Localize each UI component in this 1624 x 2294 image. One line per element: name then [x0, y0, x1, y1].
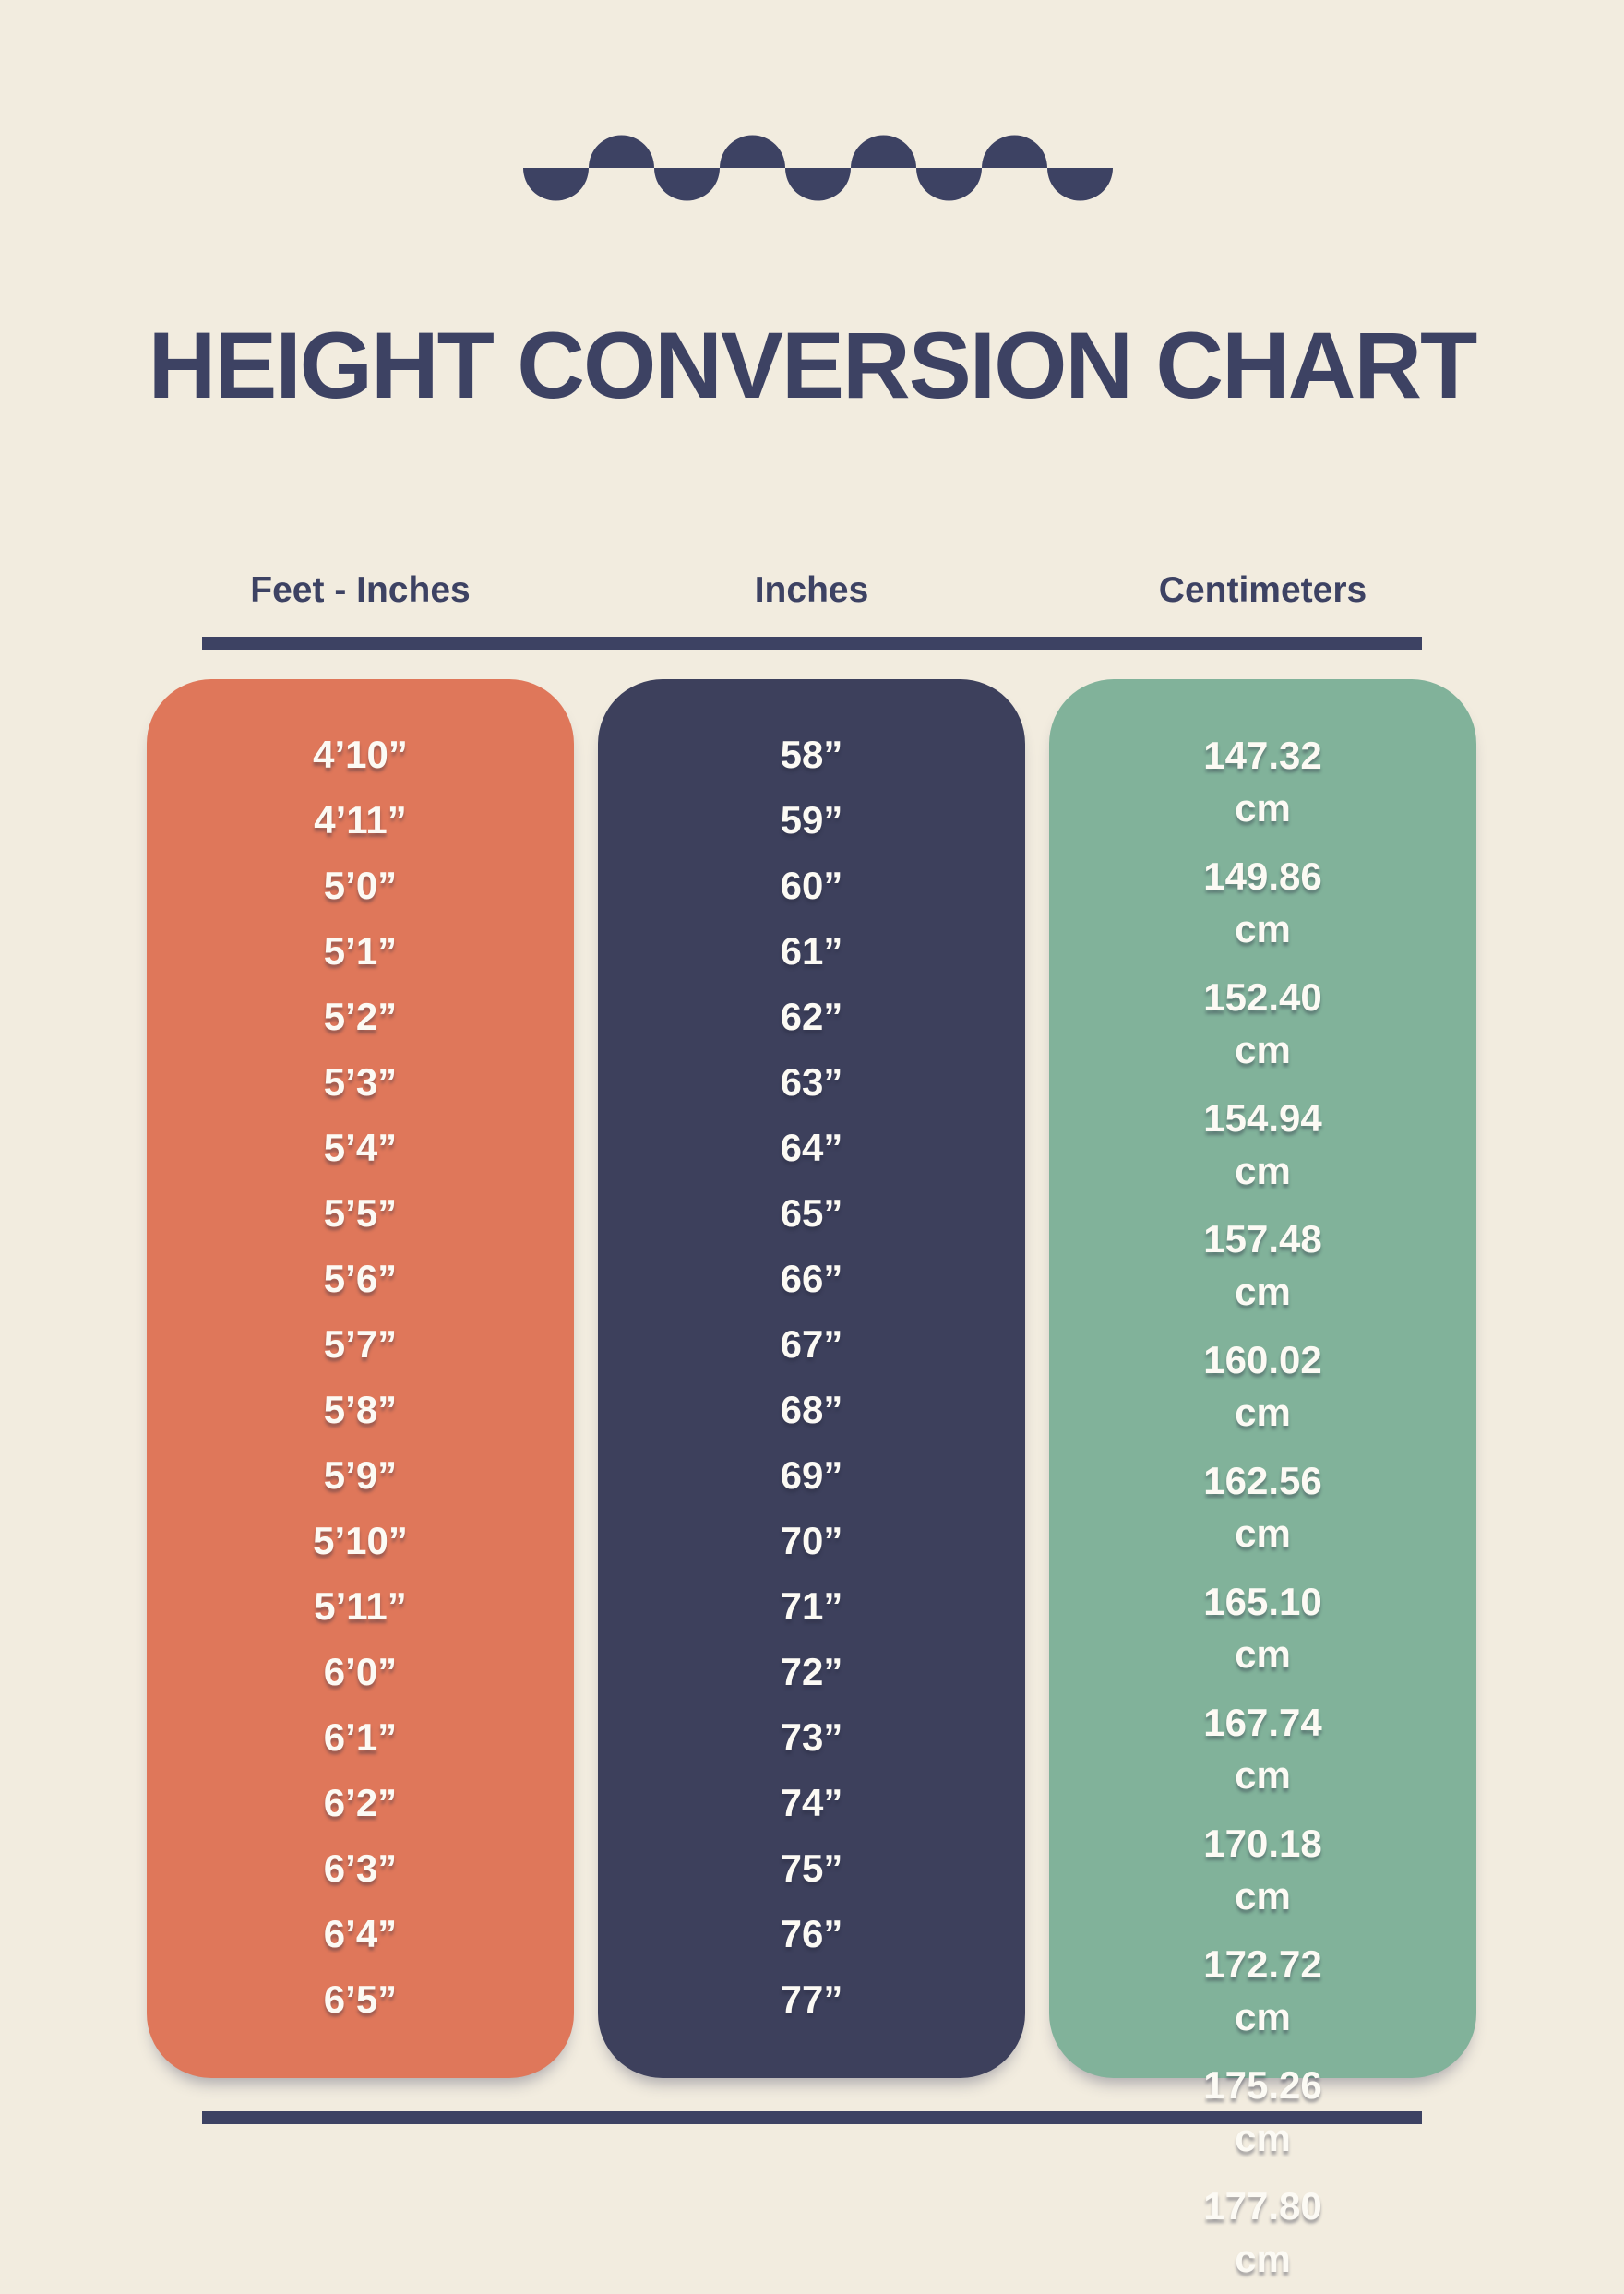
- cell-line: 167.74: [1203, 1701, 1322, 1744]
- centimeters-cell: 154.94 cm: [1049, 1092, 1476, 1197]
- feet-inches-cell: 5’3”: [323, 1060, 398, 1104]
- feet-inches-cell: 5’0”: [323, 864, 398, 907]
- feet-inches-cell: 4’11”: [314, 798, 407, 842]
- inches-cell: 77”: [780, 1977, 843, 2021]
- feet-inches-cell: 6’0”: [323, 1650, 398, 1693]
- feet-inches-cell: 6’5”: [323, 1977, 398, 2021]
- feet-inches-cell: 5’8”: [323, 1388, 398, 1431]
- feet-inches-cell: 5’5”: [323, 1191, 398, 1235]
- inches-cell: 75”: [780, 1846, 843, 1890]
- feet-inches-cell: 5’7”: [323, 1322, 398, 1366]
- inches-cell: 62”: [780, 995, 843, 1038]
- centimeters-cell: 157.48 cm: [1049, 1213, 1476, 1318]
- inches-cell: 68”: [780, 1388, 843, 1431]
- cell-line: cm: [1235, 1391, 1291, 1434]
- cell-line: 177.80: [1203, 2184, 1322, 2228]
- feet-inches-column: [147, 679, 574, 2078]
- cell-line: cm: [1235, 1874, 1291, 1918]
- cell-line: cm: [1235, 1632, 1291, 1676]
- cell-line: cm: [1235, 1995, 1291, 2038]
- cell-line: cm: [1235, 1149, 1291, 1192]
- feet-inches-cell: 6’2”: [323, 1781, 398, 1824]
- cell-line: 157.48: [1203, 1217, 1322, 1261]
- inches-cell: 76”: [780, 1912, 843, 1955]
- cell-line: 175.26: [1203, 2063, 1322, 2107]
- centimeters-cell: 160.02 cm: [1049, 1333, 1476, 1439]
- cell-line: cm: [1235, 1028, 1291, 1071]
- cell-line: 162.56: [1203, 1459, 1322, 1502]
- inches-cell: 65”: [780, 1191, 843, 1235]
- column-header-inches: Inches: [754, 570, 869, 610]
- cell-line: 152.40: [1203, 975, 1322, 1019]
- inches-cell: 73”: [780, 1715, 843, 1759]
- footer-divider-line: [202, 2111, 1422, 2124]
- centimeters-cell: 165.10 cm: [1049, 1575, 1476, 1680]
- feet-inches-cell: 5’2”: [323, 995, 398, 1038]
- inches-cell: 71”: [780, 1584, 843, 1628]
- centimeters-cell: 177.80 cm: [1049, 2180, 1476, 2285]
- feet-inches-cell: 5’4”: [323, 1126, 398, 1169]
- inches-cell: 70”: [780, 1519, 843, 1562]
- page-title: HEIGHT CONVERSION CHART: [148, 312, 1478, 418]
- centimeters-cell: 172.72 cm: [1049, 1938, 1476, 2043]
- inches-cell: 61”: [780, 929, 843, 973]
- cell-line: 147.32: [1203, 734, 1322, 777]
- inches-cell: 63”: [780, 1060, 843, 1104]
- cell-line: cm: [1235, 1753, 1291, 1797]
- inches-cell: 69”: [780, 1453, 843, 1497]
- feet-inches-cell: 5’1”: [323, 929, 398, 973]
- feet-inches-cell: 5’6”: [323, 1257, 398, 1300]
- cell-line: 170.18: [1203, 1822, 1322, 1865]
- feet-inches-cell: 5’10”: [313, 1519, 408, 1562]
- inches-cell: 59”: [780, 798, 843, 842]
- cell-line: 160.02: [1203, 1338, 1322, 1381]
- inches-cell: 74”: [780, 1781, 843, 1824]
- cell-line: cm: [1235, 786, 1291, 830]
- inches-cell: 58”: [780, 733, 843, 776]
- centimeters-cell: 149.86 cm: [1049, 850, 1476, 955]
- inches-cell: 64”: [780, 1126, 843, 1169]
- centimeters-cell: 147.32 cm: [1049, 729, 1476, 834]
- feet-inches-cell: 5’11”: [314, 1584, 407, 1628]
- inches-cell: 67”: [780, 1322, 843, 1366]
- centimeters-cell: 162.56 cm: [1049, 1454, 1476, 1559]
- centimeters-cell: 167.74 cm: [1049, 1696, 1476, 1801]
- centimeters-cell: 152.40 cm: [1049, 971, 1476, 1076]
- feet-inches-cell: 6’4”: [323, 1912, 398, 1955]
- wave-decoration-icon: [523, 135, 1113, 201]
- inches-cell: 60”: [780, 864, 843, 907]
- cell-line: 149.86: [1203, 854, 1322, 898]
- inches-column: [598, 679, 1025, 2078]
- cell-line: 172.72: [1203, 1942, 1322, 1986]
- column-header-centimeters: Centimeters: [1158, 570, 1367, 610]
- feet-inches-cell: 6’3”: [323, 1846, 398, 1890]
- inches-values: 58” 59” 60” 61” 62” 63” 64” 65” 66” 67” 68” 69” 70” 7…: [598, 679, 1025, 2032]
- cell-line: 154.94: [1203, 1096, 1322, 1140]
- feet-inches-values: 4’10” 4’11” 5’0” 5’1” 5’2” 5’3” 5’4” 5’5” 5’6” 5’…: [147, 679, 574, 2032]
- centimeters-column: [1049, 679, 1476, 2078]
- inches-cell: 66”: [780, 1257, 843, 1300]
- column-header-feet-inches: Feet - Inches: [250, 570, 471, 610]
- cell-line: 165.10: [1203, 1580, 1322, 1623]
- feet-inches-cell: 4’10”: [313, 733, 408, 776]
- cell-line: cm: [1235, 1511, 1291, 1555]
- feet-inches-cell: 5’9”: [323, 1453, 398, 1497]
- cell-line: cm: [1235, 907, 1291, 950]
- feet-inches-cell: 6’1”: [323, 1715, 398, 1759]
- cell-line: cm: [1235, 2237, 1291, 2280]
- cell-line: cm: [1235, 1270, 1291, 1313]
- header-divider-line: [202, 637, 1422, 650]
- centimeters-values: 147.32 cm 149.86 cm 152.40 cm 154.94 cm 157.48 cm…: [1049, 679, 1476, 2294]
- inches-cell: 72”: [780, 1650, 843, 1693]
- centimeters-cell: 170.18 cm: [1049, 1817, 1476, 1922]
